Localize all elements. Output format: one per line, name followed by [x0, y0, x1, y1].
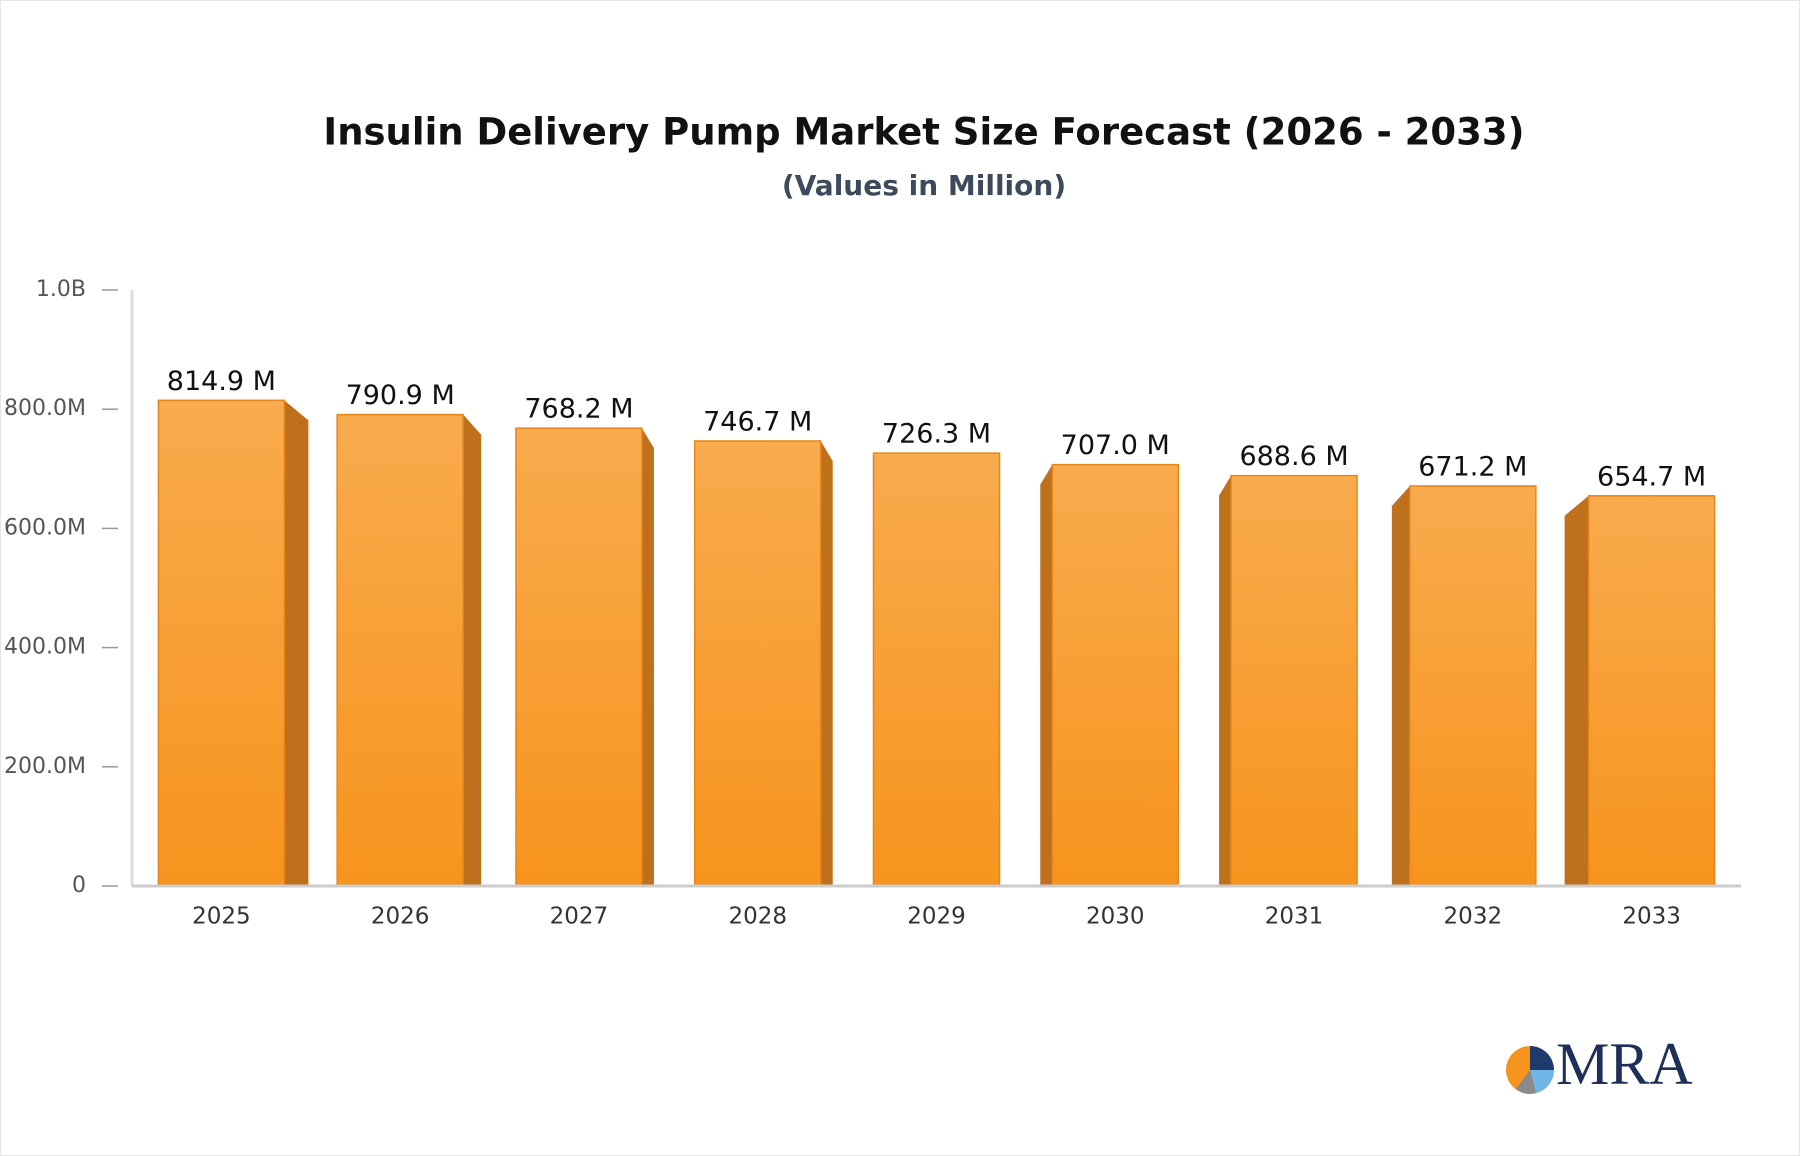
- x-tick-label: 2033: [1622, 904, 1681, 930]
- logo-text: MRA: [1556, 1031, 1693, 1097]
- value-label: 726.3 M: [882, 419, 991, 450]
- x-tick-label: 2032: [1444, 904, 1503, 930]
- y-tick-label: 400.0M: [4, 635, 86, 660]
- x-tick-label: 2028: [728, 904, 787, 930]
- x-tick-label: 2026: [371, 904, 430, 930]
- bar-side: [1391, 485, 1410, 886]
- bar-side: [641, 428, 654, 886]
- bar: [1051, 463, 1180, 887]
- bar-side: [820, 440, 833, 886]
- x-tick-label: 2030: [1086, 904, 1145, 930]
- bar-side: [1040, 464, 1053, 886]
- value-label: 688.6 M: [1239, 441, 1348, 472]
- value-label: 654.7 M: [1597, 461, 1706, 492]
- logo-mark: [1530, 1046, 1554, 1070]
- x-tick-label: 2029: [907, 904, 966, 930]
- y-tick-label: 0: [72, 873, 86, 898]
- bar: [1409, 485, 1537, 887]
- value-label: 768.2 M: [524, 394, 633, 425]
- bar-side: [463, 414, 482, 886]
- value-label: 790.9 M: [346, 380, 455, 411]
- y-tick-label: 1.0B: [36, 277, 86, 302]
- x-tick-label: 2027: [550, 904, 609, 930]
- value-label: 746.7 M: [703, 406, 812, 437]
- chart-subtitle: (Values in Million): [782, 169, 1066, 202]
- chart-title: Insulin Delivery Pump Market Size Foreca…: [323, 111, 1524, 154]
- x-tick-label: 2025: [192, 904, 251, 930]
- y-tick-label: 800.0M: [4, 396, 86, 421]
- bar: [515, 427, 643, 887]
- bar-side: [1219, 475, 1232, 886]
- logo-mark: [1530, 1070, 1554, 1093]
- bar: [693, 440, 822, 887]
- bar: [1587, 495, 1716, 887]
- bar: [872, 452, 1001, 887]
- bar: [157, 399, 286, 887]
- logo: MRA: [1506, 1031, 1693, 1097]
- y-tick-label: 200.0M: [4, 754, 86, 779]
- x-tick-label: 2031: [1265, 904, 1324, 930]
- bar-side: [284, 400, 309, 886]
- y-tick-label: 600.0M: [4, 515, 86, 540]
- bar: [1230, 474, 1358, 887]
- bar: [336, 413, 464, 887]
- bar-side: [1564, 495, 1589, 886]
- value-label: 707.0 M: [1061, 430, 1170, 461]
- value-label: 814.9 M: [167, 366, 276, 397]
- value-label: 671.2 M: [1418, 451, 1527, 482]
- logo-mark: [1516, 1070, 1536, 1094]
